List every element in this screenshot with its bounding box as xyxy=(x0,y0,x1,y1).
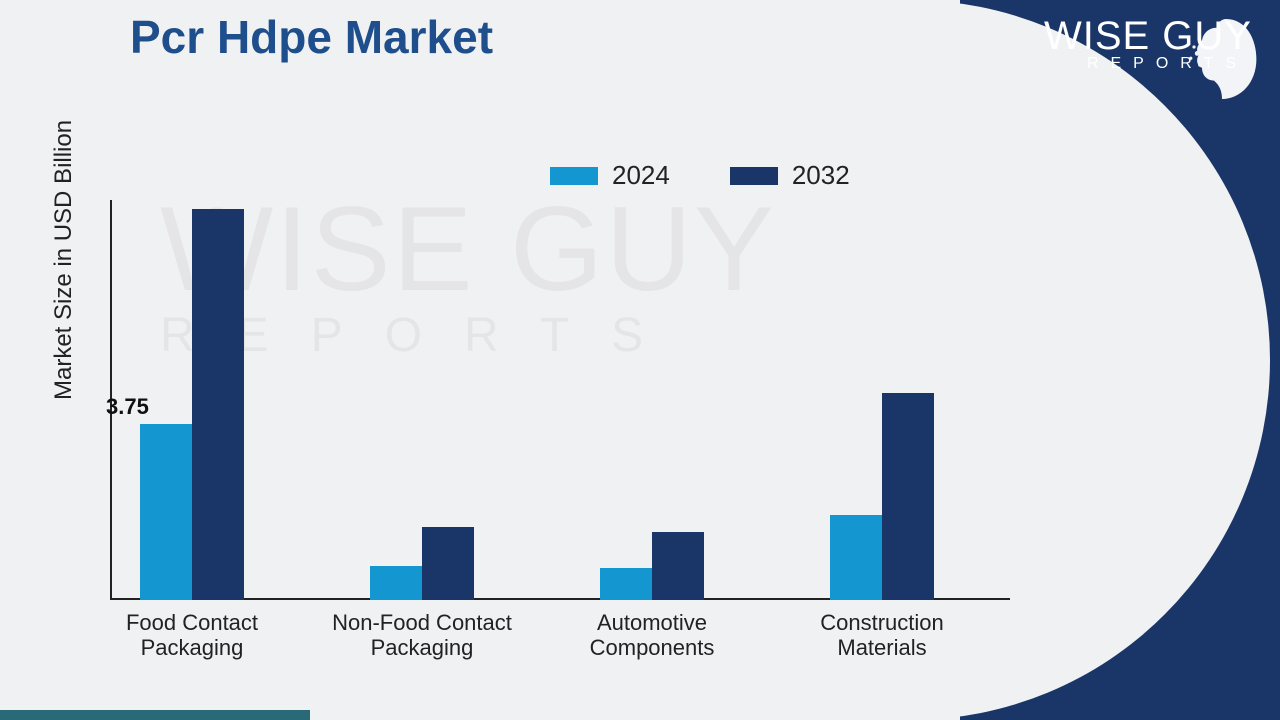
footer-accent-bar xyxy=(0,710,310,720)
chart-title: Pcr Hdpe Market xyxy=(130,10,493,64)
x-label-2: Automotive Components xyxy=(562,610,742,661)
bar-2032 xyxy=(882,393,934,600)
legend-label-2024: 2024 xyxy=(612,160,670,191)
wiseguy-logo: WISE GUY REPORTS xyxy=(1044,14,1252,73)
bar-value-label: 3.75 xyxy=(106,394,149,420)
bar-2024 xyxy=(830,515,882,600)
bar-2032 xyxy=(192,209,244,600)
legend-item-2032: 2032 xyxy=(730,160,850,191)
legend-swatch-2024 xyxy=(550,167,598,185)
bar-2032 xyxy=(652,532,704,600)
y-axis-label: Market Size in USD Billion xyxy=(50,120,78,400)
ai-head-icon xyxy=(1178,14,1258,104)
plot-area: 3.75 Food Contact Packaging Non-Food Con… xyxy=(110,200,1010,600)
bar-2024 xyxy=(140,424,192,600)
bar-group-1 xyxy=(370,527,474,600)
bar-2024 xyxy=(600,568,652,600)
bar-group-0: 3.75 xyxy=(140,209,244,600)
x-label-0: Food Contact Packaging xyxy=(102,610,282,661)
x-label-1: Non-Food Contact Packaging xyxy=(332,610,512,661)
legend-item-2024: 2024 xyxy=(550,160,670,191)
bar-2024 xyxy=(370,566,422,600)
bar-group-2 xyxy=(600,532,704,600)
legend: 2024 2032 xyxy=(550,160,850,191)
legend-label-2032: 2032 xyxy=(792,160,850,191)
bar-2032 xyxy=(422,527,474,600)
bar-group-3 xyxy=(830,393,934,600)
x-label-3: Construction Materials xyxy=(792,610,972,661)
legend-swatch-2032 xyxy=(730,167,778,185)
chart-canvas: WISE GUY REPORTS WISE GUY REPORTS Pcr Hd… xyxy=(0,0,1280,720)
